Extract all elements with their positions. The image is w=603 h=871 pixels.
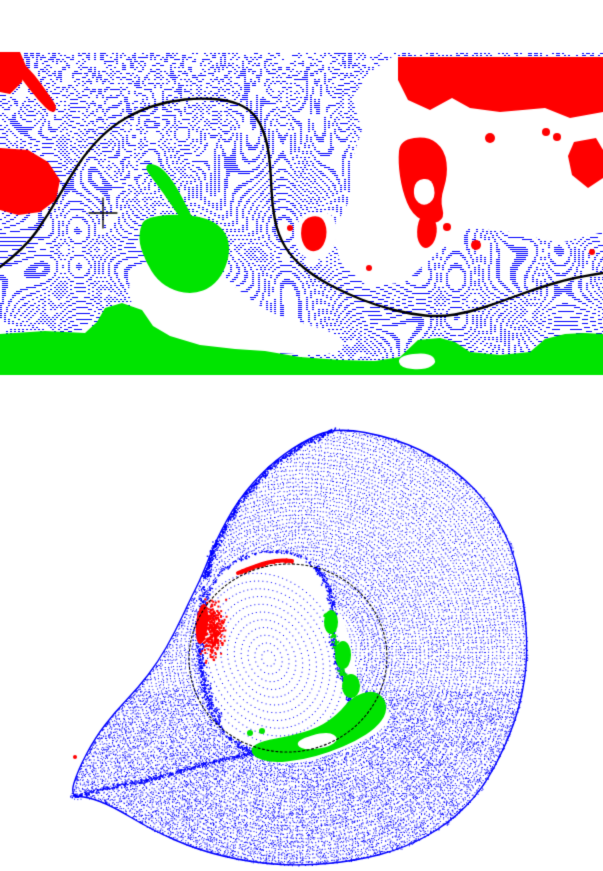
figure-root	[0, 0, 603, 871]
phase-portrait-canvas	[0, 0, 603, 871]
